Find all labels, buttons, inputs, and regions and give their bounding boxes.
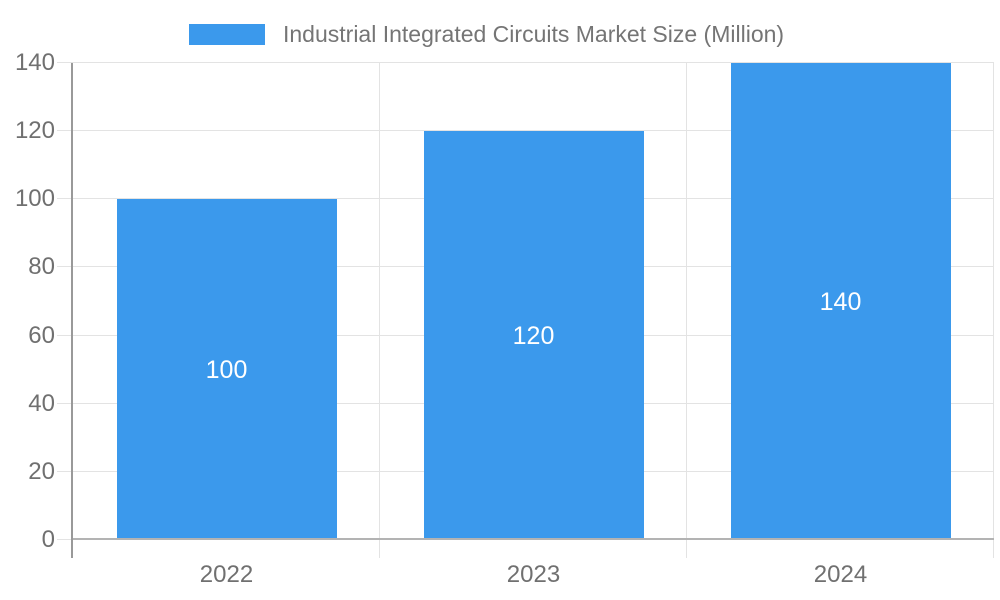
bar-value-label: 100: [205, 355, 248, 384]
legend-label: Industrial Integrated Circuits Market Si…: [283, 21, 785, 47]
bar-value-label: 140: [819, 287, 862, 316]
y-tick-label: 20: [28, 457, 55, 485]
y-gridline: [73, 130, 994, 132]
bar: [730, 63, 951, 540]
x-gridline: [993, 63, 994, 558]
y-tick-label: 100: [14, 185, 55, 213]
x-tick-label: 2022: [199, 561, 254, 588]
y-tick-label: 60: [28, 321, 55, 349]
y-tick: [57, 62, 73, 63]
y-tick: [57, 470, 73, 472]
y-tick: [57, 130, 73, 132]
legend-swatch-icon: [189, 23, 265, 45]
x-axis-line: [73, 538, 994, 540]
x-gridline: [686, 63, 687, 558]
y-tick-label: 40: [28, 389, 55, 417]
y-axis-line: [71, 63, 73, 558]
x-tick-label: 2024: [813, 561, 868, 588]
y-tick: [57, 334, 73, 336]
bar: [423, 131, 644, 540]
y-tick: [57, 266, 73, 268]
y-tick: [57, 402, 73, 404]
bar: [116, 199, 337, 540]
chart-legend: Industrial Integrated Circuits Market Si…: [189, 21, 784, 47]
x-tick-label: 2023: [506, 561, 561, 588]
y-tick: [57, 198, 73, 200]
y-tick: [57, 539, 73, 540]
x-gridline: [379, 63, 380, 558]
y-gridline: [73, 62, 994, 63]
y-tick-label: 140: [14, 49, 55, 76]
y-tick-label: 0: [41, 526, 55, 553]
bar-value-label: 120: [512, 321, 555, 350]
y-tick-label: 120: [14, 117, 55, 145]
y-tick-label: 80: [28, 253, 55, 281]
